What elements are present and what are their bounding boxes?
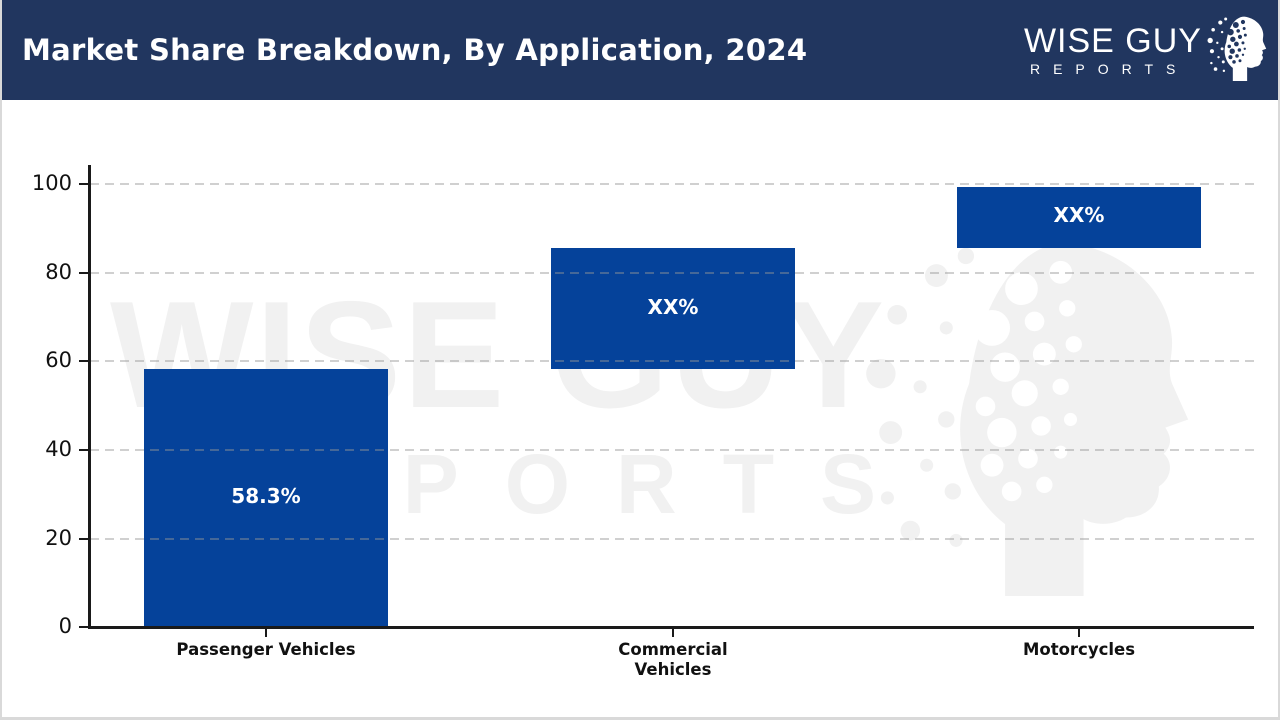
bar xyxy=(144,368,388,627)
y-axis-line xyxy=(88,165,91,629)
watermark-face-icon xyxy=(858,222,1198,630)
x-category-label: Passenger Vehicles xyxy=(116,640,416,660)
x-category-label-line: Vehicles xyxy=(634,660,712,679)
y-tick-mark xyxy=(79,626,88,628)
bar-label: XX% xyxy=(647,294,699,319)
x-category-label-line: Motorcycles xyxy=(1022,640,1136,659)
x-tick-mark xyxy=(265,628,267,637)
gridline xyxy=(90,183,1254,186)
y-tick-mark xyxy=(79,271,88,274)
logo-subtext: REPORTS xyxy=(1029,60,1189,77)
bar-label: 58.3% xyxy=(231,484,301,508)
page-title: Market Share Breakdown, By Application, … xyxy=(22,33,808,67)
x-category-label-line: Passenger Vehicles xyxy=(176,640,356,659)
x-category-label: Commercial Vehicles xyxy=(523,640,823,680)
gridline xyxy=(90,271,1254,274)
bar xyxy=(957,186,1201,248)
y-tick-label: 80 xyxy=(45,259,72,284)
gridline xyxy=(90,448,1254,451)
y-tick-label: 40 xyxy=(45,436,72,461)
y-tick-label: 20 xyxy=(45,525,72,550)
y-tick-label: 100 xyxy=(31,171,72,196)
y-tick-mark xyxy=(79,448,88,451)
x-axis-line xyxy=(88,626,1254,629)
y-tick-mark xyxy=(79,360,88,363)
x-tick-mark xyxy=(1078,628,1080,637)
y-tick-mark xyxy=(79,537,88,540)
x-tick-mark xyxy=(672,628,674,637)
header-bar: Market Share Breakdown, By Application, … xyxy=(2,0,1278,100)
brand-logo: WISE GUY REPORTS xyxy=(1024,11,1268,89)
brand-logo-text: WISE GUY REPORTS xyxy=(1024,24,1202,77)
x-category-label-line: Commercial xyxy=(618,640,728,659)
gridline xyxy=(90,360,1254,363)
logo-wordmark: WISE GUY xyxy=(1023,21,1202,60)
bar-label: XX% xyxy=(1053,203,1105,228)
x-category-label: Motorcycles xyxy=(929,640,1229,660)
y-tick-label: 60 xyxy=(45,348,72,373)
bar xyxy=(551,248,795,369)
gridline xyxy=(90,537,1254,540)
y-tick-label: 0 xyxy=(58,614,72,638)
wiseguy-face-icon xyxy=(1206,11,1268,89)
y-tick-mark xyxy=(79,183,88,186)
